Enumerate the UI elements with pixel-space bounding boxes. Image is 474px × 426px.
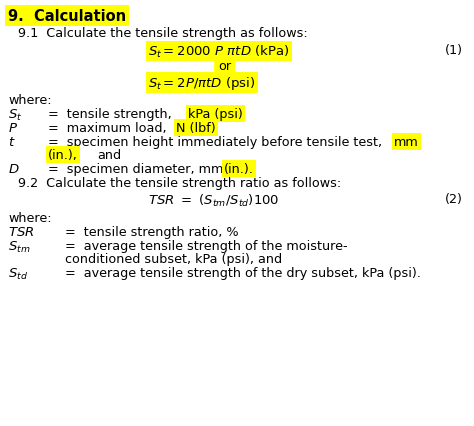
Text: $S_t = 2P/\pi tD\ \mathrm{(psi)}$: $S_t = 2P/\pi tD\ \mathrm{(psi)}$ <box>148 75 255 92</box>
Text: $D$: $D$ <box>8 163 19 176</box>
Text: kPa (psi): kPa (psi) <box>188 108 243 121</box>
Text: $TSR\ =\ (S_{tm}/S_{td})100$: $TSR\ =\ (S_{tm}/S_{td})100$ <box>148 193 280 209</box>
Text: N (lbf): N (lbf) <box>176 122 216 135</box>
Text: $S_{td}$: $S_{td}$ <box>8 266 28 282</box>
Text: $TSR$: $TSR$ <box>8 225 35 239</box>
Text: $S_t = 2000\ P\ \pi tD\ \mathrm{(kPa)}$: $S_t = 2000\ P\ \pi tD\ \mathrm{(kPa)}$ <box>148 44 290 60</box>
Text: =  tensile strength,: = tensile strength, <box>48 108 172 121</box>
Text: (in.).: (in.). <box>224 163 254 176</box>
Text: and: and <box>97 149 121 161</box>
Text: or: or <box>218 60 231 73</box>
Text: (2): (2) <box>445 193 463 205</box>
Text: $P$: $P$ <box>8 122 18 135</box>
Text: 9.  Calculation: 9. Calculation <box>8 9 126 24</box>
Text: $t$: $t$ <box>8 136 16 149</box>
Text: (in.),: (in.), <box>48 149 78 161</box>
Text: where:: where: <box>8 94 52 107</box>
Text: =  average tensile strength of the dry subset, kPa (psi).: = average tensile strength of the dry su… <box>65 266 421 279</box>
Text: =  specimen diameter, mm: = specimen diameter, mm <box>48 163 223 176</box>
Text: conditioned subset, kPa (psi), and: conditioned subset, kPa (psi), and <box>65 253 282 265</box>
Text: where:: where: <box>8 211 52 225</box>
Text: (1): (1) <box>445 44 463 57</box>
Text: =  specimen height immediately before tensile test,: = specimen height immediately before ten… <box>48 136 382 149</box>
Text: 9.1  Calculate the tensile strength as follows:: 9.1 Calculate the tensile strength as fo… <box>18 27 308 40</box>
Text: mm: mm <box>394 136 419 149</box>
Text: =  tensile strength ratio, %: = tensile strength ratio, % <box>65 225 238 239</box>
Text: =  maximum load,: = maximum load, <box>48 122 167 135</box>
Text: 9.2  Calculate the tensile strength ratio as follows:: 9.2 Calculate the tensile strength ratio… <box>18 177 341 190</box>
Text: $S_t$: $S_t$ <box>8 108 22 123</box>
Text: $S_{tm}$: $S_{tm}$ <box>8 239 30 254</box>
Text: =  average tensile strength of the moisture-: = average tensile strength of the moistu… <box>65 239 347 253</box>
